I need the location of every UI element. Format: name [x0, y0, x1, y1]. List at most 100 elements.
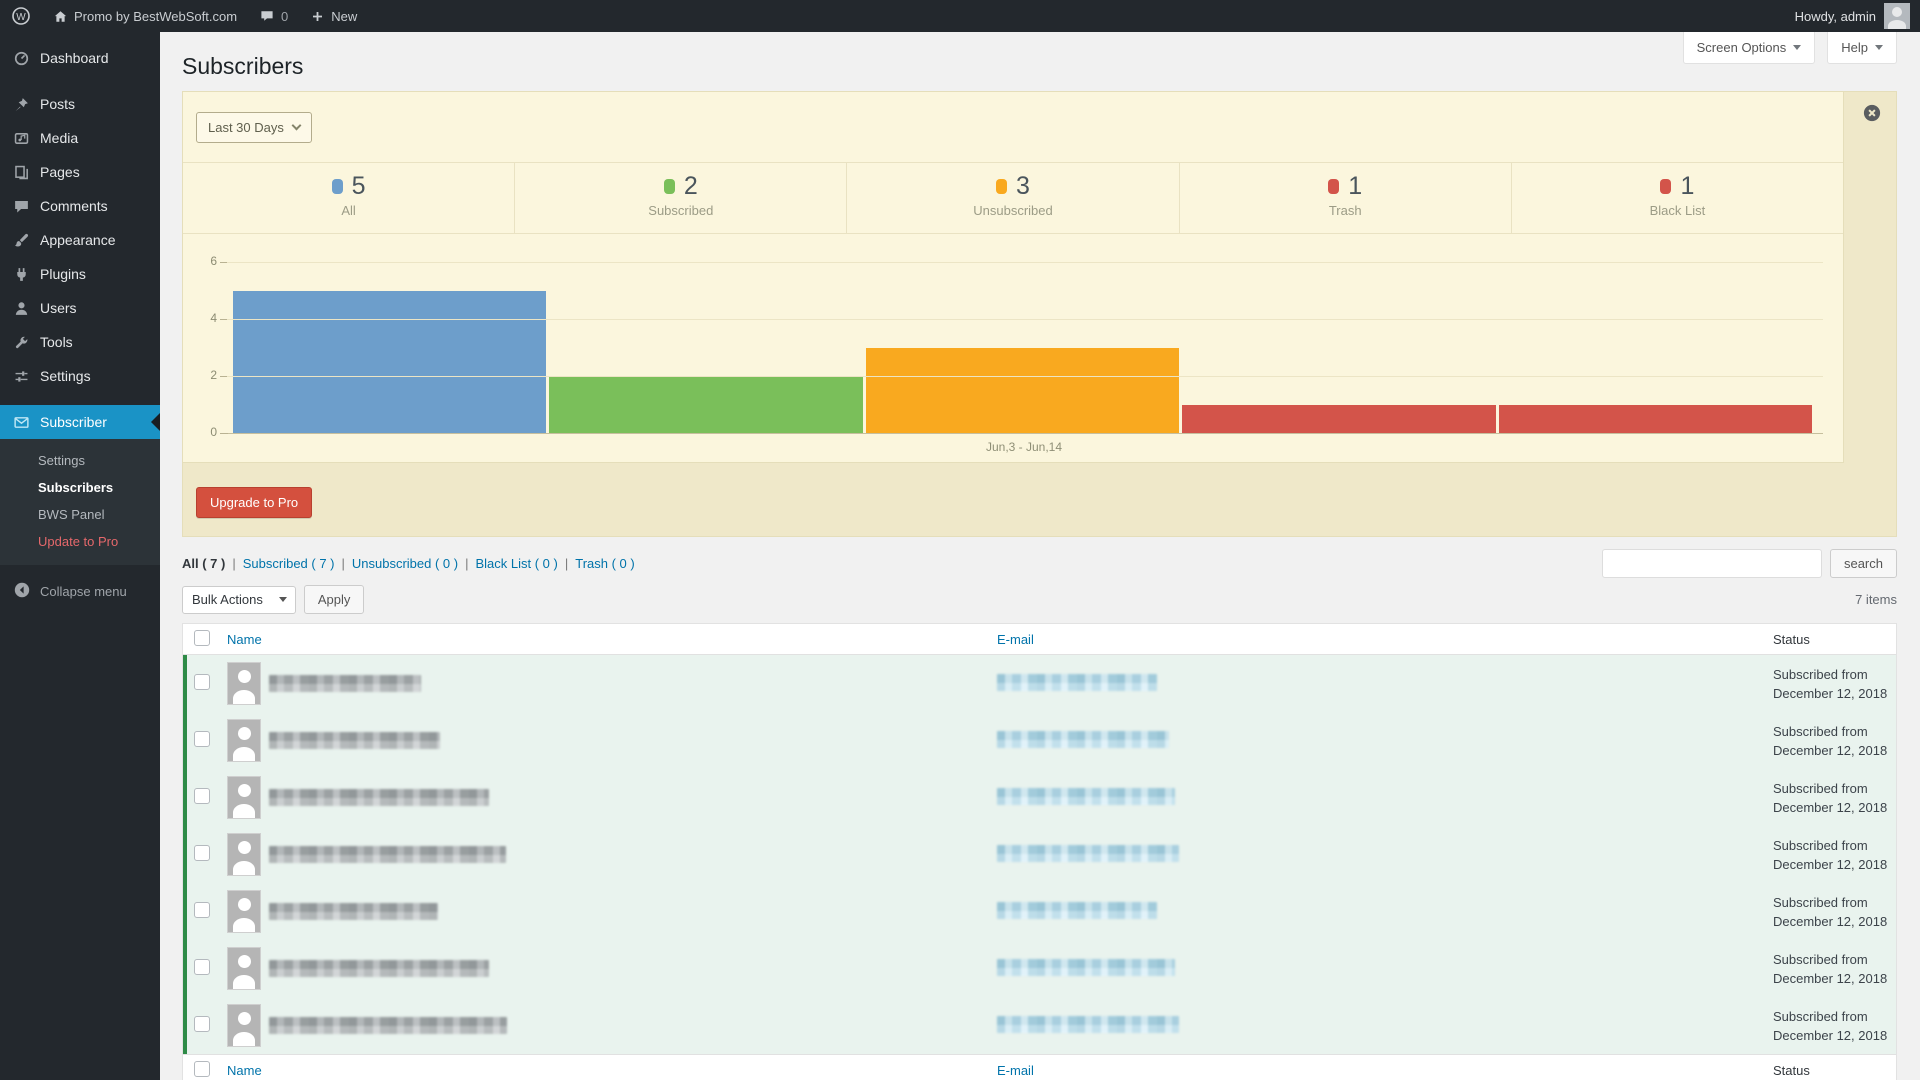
- table-header: Name E-mail Status: [183, 624, 1896, 655]
- sidebar-item-label: Pages: [40, 164, 80, 180]
- row-checkbox[interactable]: [194, 674, 210, 690]
- sidebar-item-label: Tools: [40, 334, 73, 350]
- row-checkbox[interactable]: [194, 1016, 210, 1032]
- close-icon[interactable]: [1863, 104, 1881, 122]
- table-row-6: Subscribed from December 12, 2018: [187, 940, 1896, 997]
- redacted-name: [269, 732, 440, 749]
- bar-chart: Jun,3 - Jun,14 0 2 4 6: [183, 234, 1843, 462]
- stat-label: Subscribed: [648, 203, 714, 218]
- row-checkbox[interactable]: [194, 902, 210, 918]
- search-button[interactable]: search: [1829, 549, 1897, 578]
- collapse-menu-button[interactable]: Collapse menu: [0, 581, 160, 602]
- pages-icon: [13, 163, 31, 181]
- redacted-email[interactable]: [997, 787, 1175, 805]
- upgrade-to-pro-button[interactable]: Upgrade to Pro: [196, 487, 313, 518]
- sidebar-item-settings[interactable]: Settings: [0, 359, 160, 393]
- new-content-button[interactable]: New: [299, 0, 368, 32]
- sidebar-item-subscriber[interactable]: Subscriber: [0, 405, 160, 439]
- filter-unsubscribed[interactable]: Unsubscribed ( 0 ): [351, 556, 459, 571]
- redacted-email[interactable]: [997, 1015, 1179, 1033]
- status-text: Subscribed from December 12, 2018: [1773, 723, 1888, 758]
- site-name-label: Promo by BestWebSoft.com: [74, 8, 238, 24]
- sidebar-item-users[interactable]: Users: [0, 291, 160, 325]
- plugins-icon: [13, 265, 31, 283]
- row-checkbox[interactable]: [194, 788, 210, 804]
- redacted-email[interactable]: [997, 673, 1157, 691]
- redacted-name: [269, 675, 421, 692]
- gridline: [227, 262, 1823, 263]
- filter-all[interactable]: All ( 7 ): [182, 556, 226, 571]
- filter-trash[interactable]: Trash ( 0 ): [575, 556, 635, 571]
- comments-bubble-button[interactable]: 0: [248, 0, 299, 32]
- menu-separator: [0, 393, 160, 405]
- filter-subscribed[interactable]: Subscribed ( 7 ): [242, 556, 335, 571]
- status-text: Subscribed from December 12, 2018: [1773, 837, 1888, 872]
- column-header-name[interactable]: Name: [227, 631, 262, 647]
- select-all-checkbox[interactable]: [194, 1060, 210, 1077]
- avatar: [227, 947, 261, 990]
- row-checkbox[interactable]: [194, 959, 210, 975]
- stat-color-marker: [331, 179, 343, 194]
- sidebar-item-dashboard[interactable]: Dashboard: [0, 41, 160, 75]
- filter-black-list[interactable]: Black List ( 0 ): [475, 556, 558, 571]
- apply-button[interactable]: Apply: [303, 585, 365, 614]
- submenu-item-bws-panel[interactable]: BWS Panel: [38, 507, 105, 522]
- status-text: Subscribed from December 12, 2018: [1773, 951, 1888, 986]
- column-footer-name[interactable]: Name: [227, 1062, 262, 1078]
- redacted-name: [269, 1017, 507, 1034]
- search-input[interactable]: [1601, 549, 1822, 578]
- sidebar-item-posts[interactable]: Posts: [0, 87, 160, 121]
- sidebar-item-pages[interactable]: Pages: [0, 155, 160, 189]
- y-tick-label: 6: [210, 254, 217, 268]
- column-header-status: Status: [1773, 631, 1810, 647]
- column-header-email[interactable]: E-mail: [997, 631, 1034, 647]
- filter-separator: |: [232, 556, 236, 571]
- submenu-item-subscribers[interactable]: Subscribers: [38, 480, 114, 495]
- submenu-item-update-to-pro[interactable]: Update to Pro: [38, 534, 119, 549]
- site-name-link[interactable]: Promo by BestWebSoft.com: [42, 0, 248, 32]
- help-button[interactable]: Help: [1827, 32, 1897, 64]
- row-checkbox[interactable]: [194, 731, 210, 747]
- select-all-checkbox[interactable]: [194, 629, 210, 646]
- avatar: [227, 1004, 261, 1047]
- avatar: [227, 833, 261, 876]
- stat-color-marker: [1660, 179, 1672, 194]
- new-label: New: [331, 8, 358, 24]
- table-row-4: Subscribed from December 12, 2018: [187, 826, 1896, 883]
- sidebar-item-plugins[interactable]: Plugins: [0, 257, 160, 291]
- gridline: [227, 319, 1823, 320]
- sidebar-menu: Dashboard Posts Media Pages Comments App…: [0, 41, 160, 565]
- submenu-item-settings[interactable]: Settings: [38, 453, 85, 468]
- sidebar: Dashboard Posts Media Pages Comments App…: [0, 32, 160, 1080]
- y-tick-mark: [220, 376, 228, 377]
- items-count: 7 items: [1855, 592, 1897, 607]
- comments-icon: [13, 197, 31, 215]
- table-body: Subscribed from December 12, 2018 Subscri…: [183, 655, 1896, 1054]
- row-checkbox[interactable]: [194, 845, 210, 861]
- sidebar-item-label: Settings: [40, 368, 91, 384]
- redacted-email[interactable]: [997, 844, 1179, 862]
- redacted-email[interactable]: [997, 958, 1175, 976]
- redacted-email[interactable]: [997, 730, 1169, 748]
- stats-row: 5 All 2 Subscribed 3 Unsubscribed 1 Tras…: [183, 163, 1843, 234]
- sidebar-item-appearance[interactable]: Appearance: [0, 223, 160, 257]
- account-menu[interactable]: Howdy, admin: [1795, 3, 1920, 29]
- column-footer-status: Status: [1773, 1062, 1810, 1078]
- bulk-actions-select[interactable]: Bulk Actions: [182, 585, 296, 614]
- table-row-3: Subscribed from December 12, 2018: [187, 769, 1896, 826]
- sidebar-item-tools[interactable]: Tools: [0, 325, 160, 359]
- date-range-select[interactable]: Last 30 Days: [196, 112, 312, 143]
- bar-subscribed: [549, 376, 863, 433]
- stat-trash: 1 Trash: [1178, 163, 1511, 233]
- sidebar-item-label: Appearance: [40, 232, 116, 248]
- sidebar-item-comments[interactable]: Comments: [0, 189, 160, 223]
- redacted-email[interactable]: [997, 901, 1157, 919]
- column-footer-email[interactable]: E-mail: [997, 1062, 1034, 1078]
- stat-color-marker: [996, 179, 1008, 194]
- screen-options-label: Screen Options: [1696, 40, 1787, 55]
- screen-options-button[interactable]: Screen Options: [1682, 32, 1816, 64]
- redacted-name: [269, 789, 489, 806]
- avatar: [227, 890, 261, 933]
- sidebar-item-media[interactable]: Media: [0, 121, 160, 155]
- wordpress-logo-icon[interactable]: W: [0, 0, 42, 32]
